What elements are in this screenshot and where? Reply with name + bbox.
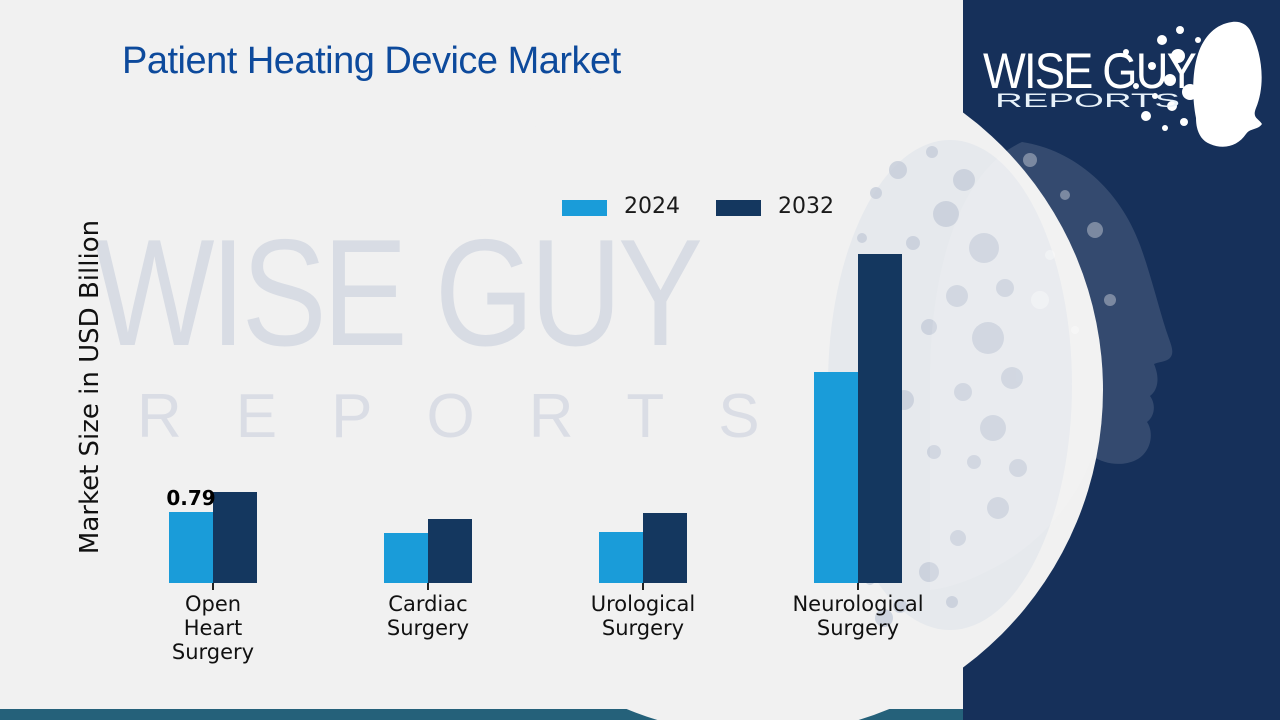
- watermark-reports: REPORTS: [137, 382, 814, 451]
- bar-value-label: 0.79: [166, 486, 216, 510]
- category-label-neurological-surgery: Neurological Surgery: [792, 592, 924, 640]
- logo-reports-text: REPORTS: [995, 91, 1180, 112]
- bottom-teal-strip: [0, 709, 963, 720]
- x-tick-neurological-surgery: [857, 583, 859, 590]
- bar-2032-urological-surgery: [643, 513, 687, 583]
- category-label-open-heart-surgery: Open Heart Surgery: [171, 592, 255, 664]
- bar-2024-open-heart-surgery: [169, 512, 213, 583]
- brain-dots-gray: [857, 146, 1027, 627]
- category-label-urological-surgery: Urological Surgery: [590, 592, 696, 640]
- legend-label-2032: 2032: [778, 194, 834, 219]
- page-title: Patient Heating Device Market: [122, 40, 621, 82]
- legend-item-2032: 2032: [716, 194, 834, 219]
- legend-label-2024: 2024: [624, 194, 680, 219]
- x-tick-open-heart-surgery: [212, 583, 214, 590]
- watermark-brand: WISE GUY: [94, 208, 703, 378]
- brain-dots-navy: [1023, 153, 1116, 334]
- legend-item-2024: 2024: [562, 194, 680, 219]
- bar-2032-cardiac-surgery: [428, 519, 472, 583]
- legend-swatch-2032: [716, 200, 761, 216]
- logo-face-icon: [1123, 21, 1262, 147]
- face-silhouette: [930, 142, 1173, 590]
- bar-2024-neurological-surgery: [814, 372, 858, 583]
- logo-wordmark: WISE GUY: [983, 43, 1196, 99]
- legend-swatch-2024: [562, 200, 607, 216]
- bar-2024-urological-surgery: [599, 532, 643, 583]
- x-tick-urological-surgery: [642, 583, 644, 590]
- category-label-cardiac-surgery: Cardiac Surgery: [386, 592, 470, 640]
- bar-2032-open-heart-surgery: [213, 492, 257, 583]
- bar-2024-cardiac-surgery: [384, 533, 428, 583]
- bar-2032-neurological-surgery: [858, 254, 902, 583]
- x-tick-cardiac-surgery: [427, 583, 429, 590]
